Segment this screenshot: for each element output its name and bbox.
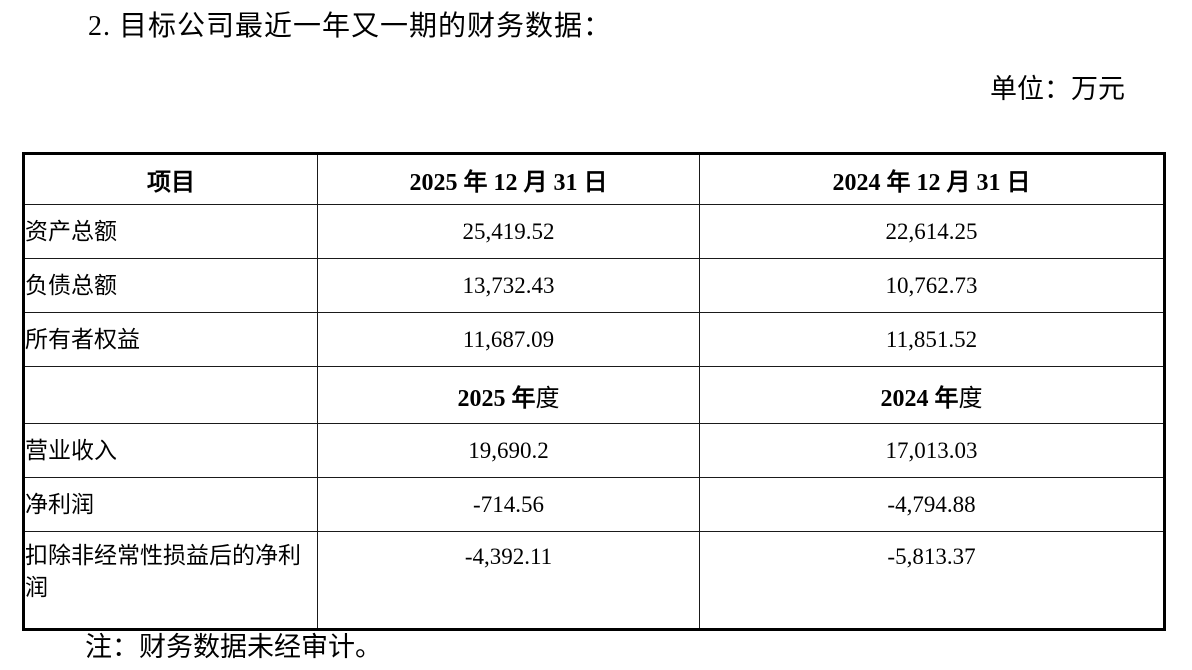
value-2025: 19,690.2 <box>317 423 700 478</box>
period-2024-bold-text: 2024 年 <box>880 385 959 412</box>
column-header-date-2024: 2024 年 12 月 31 日 <box>699 153 1165 205</box>
table-row-net-profit: 净利润 -714.56 -4,794.88 <box>23 477 1165 532</box>
financial-data-table: 项目 2025 年 12 月 31 日 2024 年 12 月 31 日 资产总… <box>22 152 1166 631</box>
table-row-total-liabilities: 负债总额 13,732.43 10,762.73 <box>23 258 1165 313</box>
period-header-row: 2025 年度 2024 年度 <box>23 366 1165 424</box>
unit-label: 单位：万元 <box>990 74 1125 104</box>
value-2025: -4,392.11 <box>317 531 700 630</box>
table-header-row: 项目 2025 年 12 月 31 日 2024 年 12 月 31 日 <box>23 153 1165 205</box>
row-label: 负债总额 <box>23 258 318 313</box>
section-title: 2. 目标公司最近一年又一期的财务数据： <box>88 11 613 42</box>
period-2024-regular-text: 度 <box>958 385 983 412</box>
row-label: 扣除非经常性损益后的净利润 <box>23 531 318 630</box>
column-header-item: 项目 <box>23 153 318 205</box>
table-row-operating-revenue: 营业收入 19,690.2 17,013.03 <box>23 423 1165 478</box>
row-label: 净利润 <box>23 477 318 532</box>
footnote: 注：财务数据未经审计。 <box>85 632 382 662</box>
row-label: 所有者权益 <box>23 312 318 367</box>
column-header-date-2025: 2025 年 12 月 31 日 <box>317 153 700 205</box>
value-2025: -714.56 <box>317 477 700 532</box>
value-2024: -5,813.37 <box>699 531 1165 630</box>
value-2025: 13,732.43 <box>317 258 700 313</box>
period-header-2024: 2024 年度 <box>699 366 1165 424</box>
table-row-total-assets: 资产总额 25,419.52 22,614.25 <box>23 204 1165 259</box>
value-2024: 11,851.52 <box>699 312 1165 367</box>
value-2025: 11,687.09 <box>317 312 700 367</box>
row-label: 营业收入 <box>23 423 318 478</box>
period-header-2025: 2025 年度 <box>317 366 700 424</box>
row-label: 资产总额 <box>23 204 318 259</box>
value-2024: 17,013.03 <box>699 423 1165 478</box>
period-2025-bold-text: 2025 年 <box>457 385 536 412</box>
table-row-net-profit-after-nonrecurring: 扣除非经常性损益后的净利润 -4,392.11 -5,813.37 <box>23 531 1165 630</box>
period-2025-regular-text: 度 <box>535 385 560 412</box>
value-2024: 10,762.73 <box>699 258 1165 313</box>
table-row-owners-equity: 所有者权益 11,687.09 11,851.52 <box>23 312 1165 367</box>
value-2025: 25,419.52 <box>317 204 700 259</box>
value-2024: 22,614.25 <box>699 204 1165 259</box>
value-2024: -4,794.88 <box>699 477 1165 532</box>
period-header-empty-cell <box>23 366 318 424</box>
